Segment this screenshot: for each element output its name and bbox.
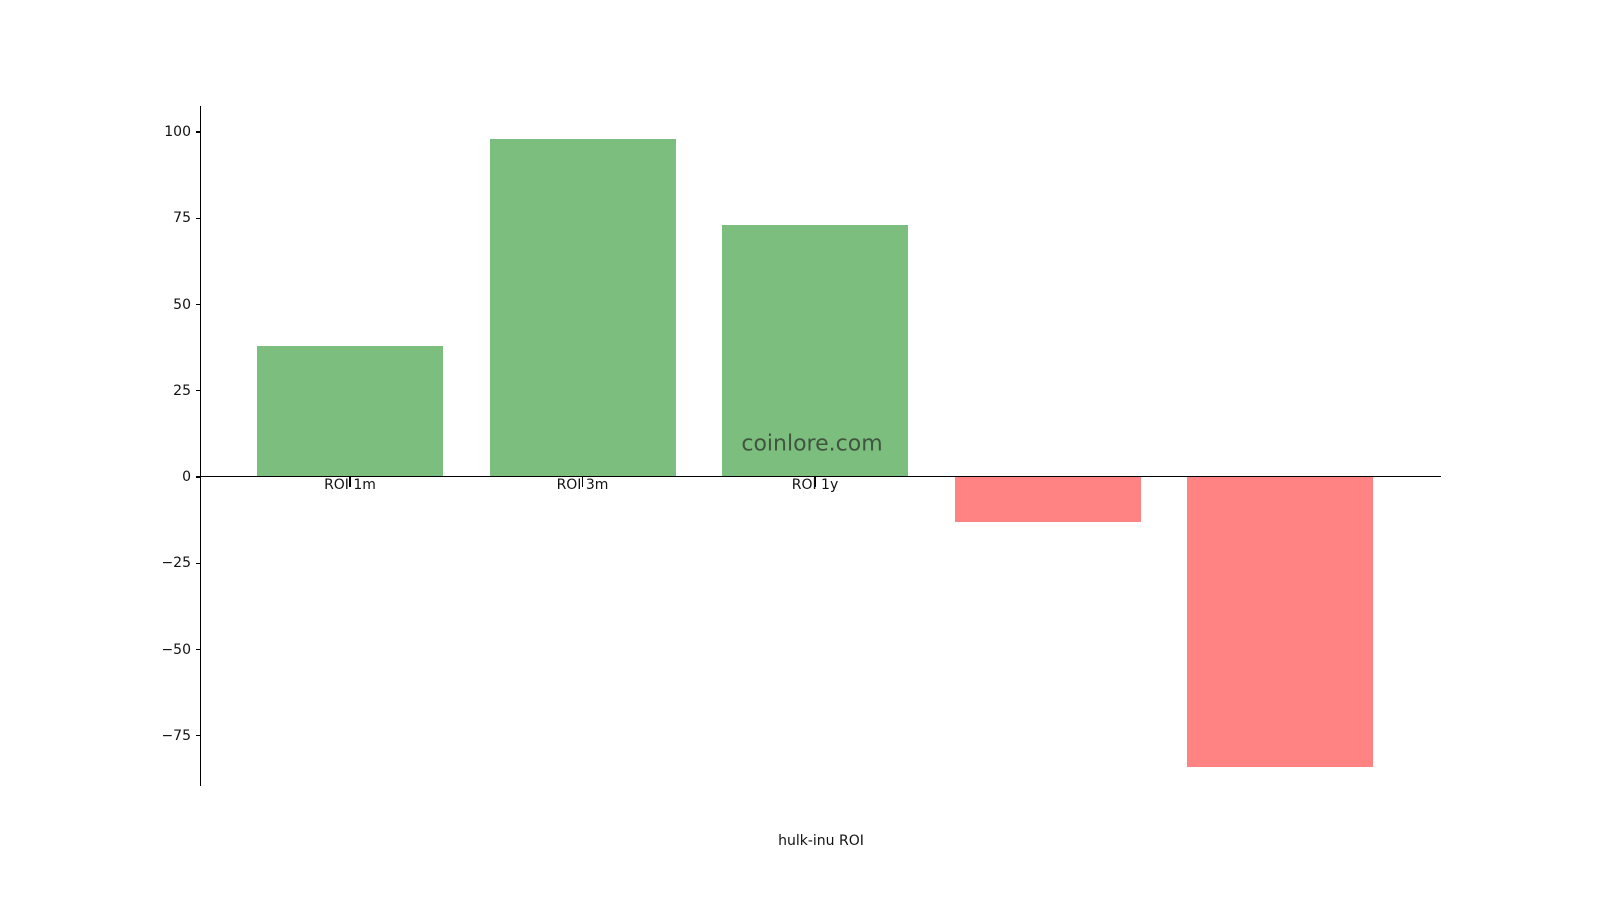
y-tick-mark [196,303,201,306]
bar-positive [257,345,443,477]
x-tick-mark [581,477,584,487]
watermark: coinlore.com [741,431,883,457]
x-tick-mark [814,477,816,487]
y-tick-mark [196,648,201,651]
y-tick-mark [196,735,201,737]
y-tick-label: 100 [164,124,191,140]
y-tick-label: −75 [161,727,191,744]
bar-negative [1187,477,1373,767]
y-tick-label: 25 [173,382,191,399]
bar-positive [489,138,676,477]
y-tick-label: −50 [161,641,191,658]
x-tick-label: ROI 1m [324,477,376,493]
bar-negative [954,477,1141,522]
y-tick-mark [196,562,201,564]
y-tick-label: 50 [173,296,191,313]
y-tick-label: −25 [161,555,191,572]
y-tick-label: 0 [182,469,191,485]
x-axis-zero-line [201,476,1441,478]
x-tick-mark [349,477,351,487]
bar-positive [722,225,908,477]
y-tick-label: 75 [173,210,191,227]
y-axis-spine [199,106,201,786]
y-tick-mark [196,476,201,478]
x-axis-title: hulk-inu ROI [778,833,864,849]
y-tick-mark [196,131,201,133]
x-tick-label: ROI 1y [791,477,839,493]
y-tick-mark [196,390,201,392]
x-tick-label: ROI 3m [556,477,609,493]
y-tick-mark [196,217,201,219]
